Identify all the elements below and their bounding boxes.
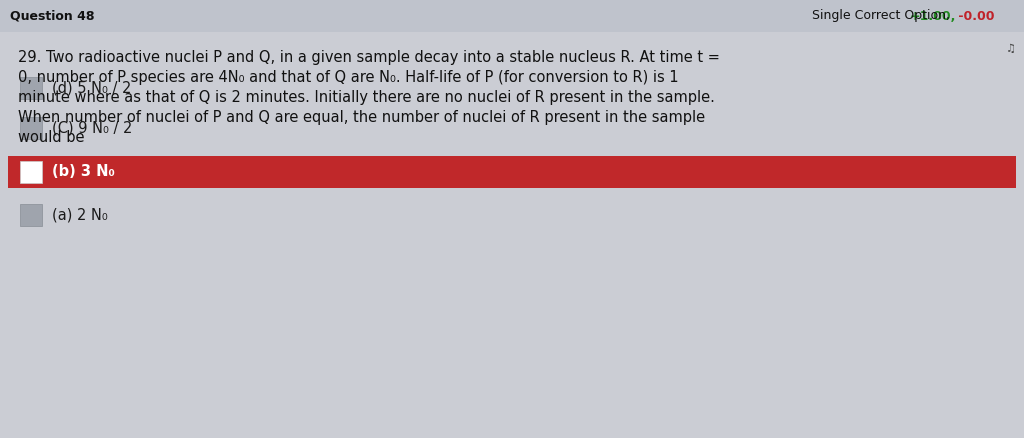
Bar [20,117,42,139]
Text: -0.00: -0.00 [953,10,994,22]
Text: Question 48: Question 48 [10,10,94,22]
Bar [20,77,42,99]
Bar [20,161,42,183]
Text: (a) 2 N₀: (a) 2 N₀ [52,208,108,223]
Text: +1.00,: +1.00, [909,10,956,22]
Bar [0,0,1024,32]
Text: (d) 5 N₀ / 2: (d) 5 N₀ / 2 [52,81,131,95]
Bar [8,156,1016,188]
Text: ♫: ♫ [1006,44,1016,54]
Text: (b) 3 N₀: (b) 3 N₀ [52,165,115,180]
Text: (C) 9 N₀ / 2: (C) 9 N₀ / 2 [52,120,132,135]
Text: Single Correct Option,: Single Correct Option, [812,10,954,22]
Bar [20,204,42,226]
Text: 29. Two radioactive nuclei P and Q, in a given sample decay into a stable nucleu: 29. Two radioactive nuclei P and Q, in a… [18,50,720,145]
